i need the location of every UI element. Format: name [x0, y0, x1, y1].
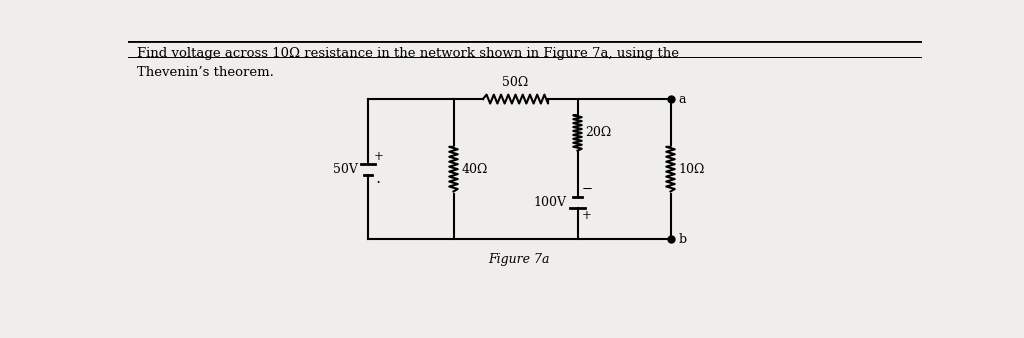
Text: 40Ω: 40Ω [462, 163, 488, 176]
Text: Figure 7a: Figure 7a [488, 253, 550, 266]
Text: a: a [678, 93, 686, 105]
Text: Find voltage across 10Ω resistance in the network shown in Figure 7a, using the: Find voltage across 10Ω resistance in th… [137, 47, 679, 60]
Text: 50V: 50V [333, 163, 357, 176]
Text: 50Ω: 50Ω [503, 76, 528, 89]
Text: +: + [582, 209, 592, 222]
Text: 100V: 100V [534, 196, 566, 209]
Text: 20Ω: 20Ω [586, 126, 611, 140]
Text: +: + [374, 149, 383, 163]
Text: Thevenin’s theorem.: Thevenin’s theorem. [137, 66, 274, 79]
Text: b: b [678, 233, 686, 246]
Text: 10Ω: 10Ω [678, 163, 705, 176]
Text: −: − [582, 183, 592, 196]
Text: ⋅: ⋅ [376, 175, 381, 189]
